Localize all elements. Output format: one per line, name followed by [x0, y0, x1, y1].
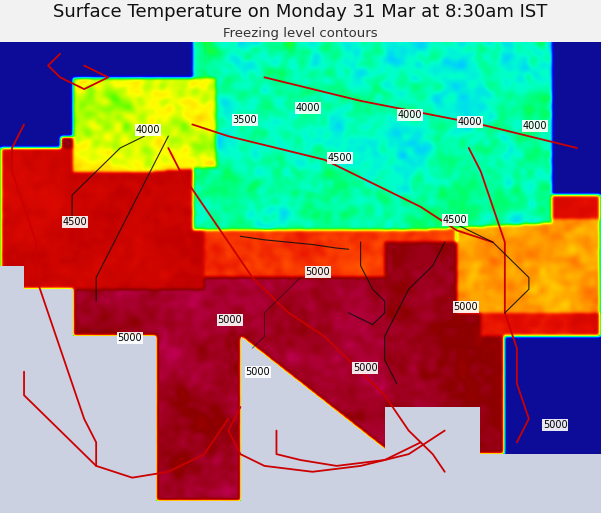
Text: 5000: 5000: [246, 367, 270, 377]
Text: 4500: 4500: [63, 217, 87, 227]
Text: 4000: 4000: [136, 125, 160, 135]
Text: Freezing level contours: Freezing level contours: [223, 27, 378, 40]
Text: 5000: 5000: [543, 420, 567, 430]
Text: 4500: 4500: [328, 153, 352, 163]
Text: 5000: 5000: [306, 267, 331, 277]
Text: 4000: 4000: [398, 110, 423, 120]
Text: 4000: 4000: [296, 103, 320, 113]
Text: 5000: 5000: [454, 302, 478, 312]
Text: 5000: 5000: [218, 315, 242, 325]
Text: 5000: 5000: [118, 333, 142, 343]
Text: 3500: 3500: [233, 115, 257, 125]
Text: 4500: 4500: [443, 215, 468, 225]
Text: Surface Temperature on Monday 31 Mar at 8:30am IST: Surface Temperature on Monday 31 Mar at …: [53, 3, 548, 21]
Text: 4000: 4000: [458, 117, 482, 127]
Text: 4000: 4000: [523, 121, 548, 131]
Text: 5000: 5000: [353, 363, 377, 373]
